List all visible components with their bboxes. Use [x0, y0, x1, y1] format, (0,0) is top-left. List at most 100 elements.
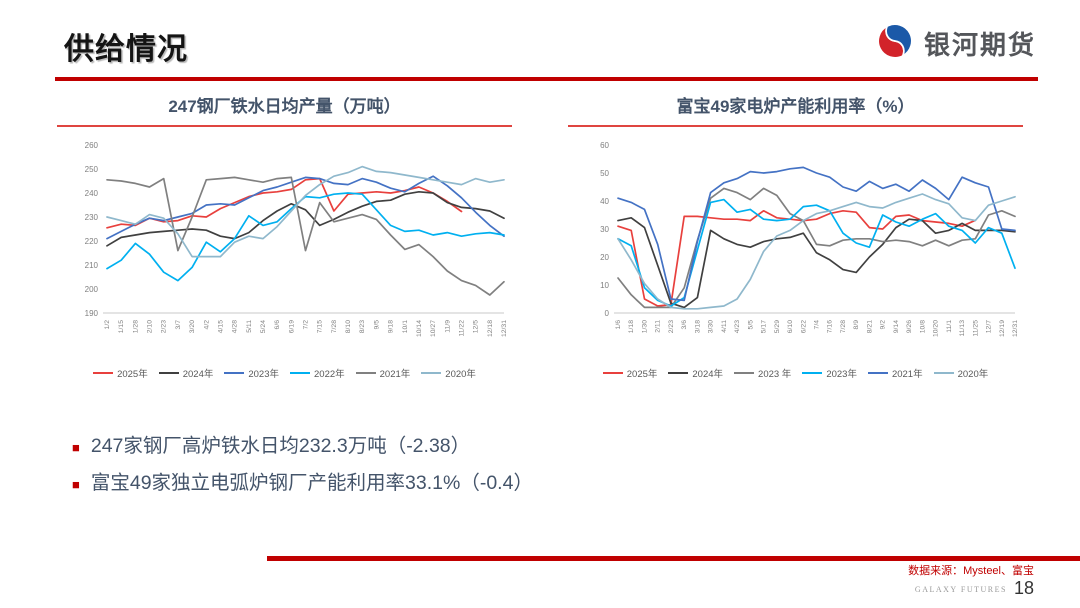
legend-item: 2023 年 — [734, 366, 791, 380]
svg-text:9/18: 9/18 — [388, 320, 395, 333]
svg-text:50: 50 — [600, 169, 609, 178]
svg-text:10/27: 10/27 — [430, 320, 437, 337]
legend-item: 2021年 — [867, 366, 923, 380]
svg-text:11/13: 11/13 — [959, 320, 966, 337]
chart-title-right: 富宝49家电炉产能利用率（%） — [568, 92, 1023, 127]
svg-text:240: 240 — [85, 189, 99, 198]
hot-metal-output-chart-panel: 247钢厂铁水日均产量（万吨） 190 200 210 220 230 240 250 260… — [57, 92, 512, 380]
footer-rule — [267, 556, 1080, 561]
legend-line-swatch — [933, 371, 954, 375]
legend-line-swatch — [602, 371, 623, 375]
svg-text:8/23: 8/23 — [359, 320, 366, 333]
bullet-text: 富宝49家独立电弧炉钢厂产能利用率33.1%（-0.4） — [90, 472, 533, 494]
svg-text:220: 220 — [85, 237, 99, 246]
svg-text:12/31: 12/31 — [501, 320, 508, 337]
svg-text:260: 260 — [85, 141, 99, 150]
charts-row: 247钢厂铁水日均产量（万吨） 190 200 210 220 230 240 250 260… — [57, 92, 1023, 380]
ef-capacity-utilization-chart-panel: 富宝49家电炉产能利用率（%） 0 10 20 30 40 50 60 1/6 1/18 1/30… — [568, 92, 1023, 380]
svg-text:7/28: 7/28 — [331, 320, 338, 333]
galaxy-swirl-icon — [874, 20, 916, 67]
svg-text:1/18: 1/18 — [628, 320, 635, 333]
legend-label: 2020年 — [445, 369, 476, 380]
legend-label: 2020年 — [957, 369, 989, 380]
svg-text:2/11: 2/11 — [655, 320, 662, 333]
bullet-item: ■ 247家钢厂高炉铁水日均232.3万吨（-2.38） — [72, 429, 533, 458]
svg-text:10/20: 10/20 — [933, 320, 940, 337]
title-underline — [55, 77, 1038, 81]
svg-text:12/7: 12/7 — [986, 320, 993, 333]
svg-text:3/18: 3/18 — [694, 320, 701, 333]
svg-text:5/5: 5/5 — [747, 320, 754, 330]
svg-text:9/14: 9/14 — [893, 320, 900, 333]
page-title: 供给情况 — [64, 33, 188, 66]
legend-label: 2024年 — [182, 369, 214, 380]
legend-item: 2025年 — [93, 366, 148, 380]
legend-label: 2023年 — [248, 369, 279, 380]
svg-text:10/1: 10/1 — [402, 320, 409, 333]
svg-text:11/1: 11/1 — [946, 320, 953, 333]
svg-text:10/14: 10/14 — [416, 320, 423, 337]
legend-label: 2023年 — [826, 369, 857, 380]
footer: 数据来源：Mysteel、富宝 GALAXY FUTURES 18 — [908, 562, 1034, 597]
svg-text:250: 250 — [85, 165, 99, 174]
legend-line-swatch — [668, 371, 689, 375]
bullet-square-icon: ■ — [72, 440, 80, 455]
svg-text:2/23: 2/23 — [668, 320, 675, 333]
svg-text:12/31: 12/31 — [1012, 320, 1019, 337]
svg-text:11/9: 11/9 — [444, 320, 451, 333]
summary-bullets: ■ 247家钢厂高炉铁水日均232.3万吨（-2.38） ■ 富宝49家独立电弧… — [72, 429, 533, 503]
svg-text:5/17: 5/17 — [761, 320, 768, 333]
svg-text:5/24: 5/24 — [260, 320, 267, 333]
svg-text:9/5: 9/5 — [373, 320, 380, 330]
hot-metal-output-chart: 190 200 210 220 230 240 250 260 1/2 1/15 1/28 2/10 2… — [85, 141, 508, 337]
legend-line-swatch — [421, 371, 442, 375]
svg-text:1/2: 1/2 — [104, 320, 111, 330]
svg-text:1/30: 1/30 — [641, 320, 648, 333]
legend-line-swatch — [224, 371, 245, 375]
page-number: 18 — [1013, 578, 1034, 598]
legend-line-swatch — [867, 371, 888, 375]
svg-text:9/2: 9/2 — [880, 320, 887, 330]
svg-text:0: 0 — [605, 309, 610, 318]
chart-legend-left: 2025年 2024年 2023年 2022年 2021年 2020年 — [57, 366, 512, 380]
svg-text:12/19: 12/19 — [999, 320, 1006, 337]
bullet-square-icon: ■ — [72, 477, 80, 492]
svg-text:1/6: 1/6 — [615, 320, 622, 330]
chart-title-left: 247钢厂铁水日均产量（万吨） — [57, 92, 512, 127]
svg-text:4/23: 4/23 — [734, 320, 741, 333]
footer-brand-text: GALAXY FUTURES — [914, 585, 1007, 594]
legend-label: 2021年 — [379, 369, 411, 380]
svg-text:3/6: 3/6 — [681, 320, 688, 330]
svg-text:7/15: 7/15 — [317, 320, 324, 333]
legend-item: 2021年 — [355, 366, 411, 380]
svg-text:12/5: 12/5 — [473, 320, 480, 333]
legend-line-swatch — [93, 371, 114, 375]
legend-item: 2023年 — [802, 366, 857, 380]
legend-label: 2023 年 — [758, 369, 792, 380]
svg-text:7/28: 7/28 — [840, 320, 847, 333]
legend-line-swatch — [158, 371, 179, 375]
svg-text:11/25: 11/25 — [972, 320, 979, 337]
svg-text:9/26: 9/26 — [906, 320, 913, 333]
svg-text:210: 210 — [85, 261, 99, 270]
ef-capacity-utilization-chart: 0 10 20 30 40 50 60 1/6 1/18 1/30 2/11 2/23 3/6 3/18 3… — [600, 141, 1019, 337]
svg-text:10: 10 — [600, 281, 609, 290]
svg-text:2/23: 2/23 — [161, 320, 168, 333]
svg-text:4/11: 4/11 — [721, 320, 728, 333]
svg-text:190: 190 — [85, 309, 99, 318]
svg-text:2/10: 2/10 — [147, 320, 154, 333]
legend-item: 2020年 — [421, 366, 476, 380]
company-logo: 银河期货 — [874, 20, 1036, 67]
legend-line-swatch — [802, 371, 823, 375]
svg-text:10/8: 10/8 — [919, 320, 926, 333]
legend-item: 2024年 — [668, 366, 723, 380]
svg-text:7/4: 7/4 — [814, 320, 821, 330]
svg-text:7/2: 7/2 — [303, 320, 310, 330]
legend-line-swatch — [355, 371, 376, 375]
svg-text:1/28: 1/28 — [132, 320, 139, 333]
svg-text:200: 200 — [85, 285, 99, 294]
legend-label: 2025年 — [626, 369, 658, 380]
legend-label: 2025年 — [117, 369, 148, 380]
svg-text:30: 30 — [600, 225, 609, 234]
svg-text:11/22: 11/22 — [458, 320, 465, 337]
